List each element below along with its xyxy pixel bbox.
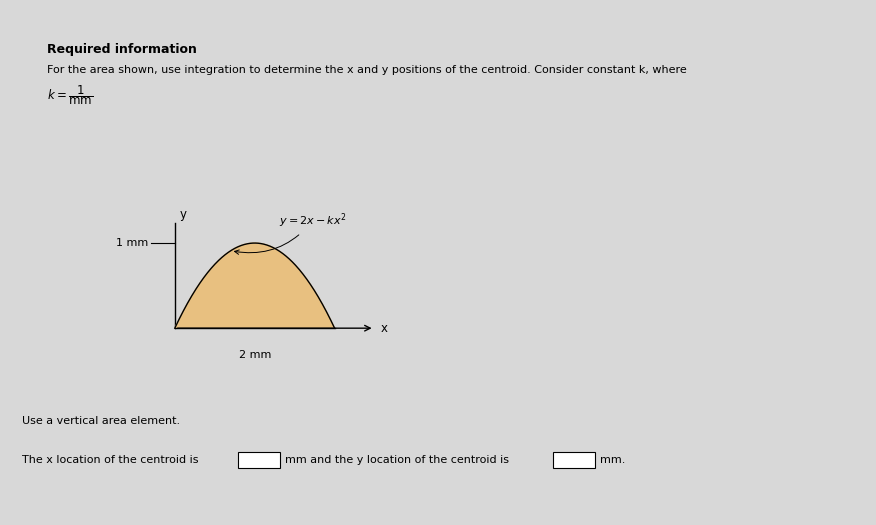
Text: y: y (180, 208, 187, 221)
Text: mm.: mm. (600, 455, 625, 465)
Bar (553, 452, 595, 468)
Text: 2 mm: 2 mm (238, 350, 271, 360)
Text: For the area shown, use integration to determine the x and y positions of the ce: For the area shown, use integration to d… (47, 65, 687, 75)
Text: Required information: Required information (47, 43, 197, 56)
Text: The x location of the centroid is: The x location of the centroid is (22, 455, 199, 465)
Text: mm and the y location of the centroid is: mm and the y location of the centroid is (285, 455, 509, 465)
Text: 1 mm: 1 mm (117, 238, 148, 248)
Text: Use a vertical area element.: Use a vertical area element. (22, 416, 180, 426)
Text: $k = \dfrac{1}{\mathrm{mm}}$: $k = \dfrac{1}{\mathrm{mm}}$ (47, 83, 93, 107)
Text: $y = 2x - kx^2$: $y = 2x - kx^2$ (235, 212, 346, 254)
Polygon shape (175, 243, 335, 328)
Bar (238, 452, 280, 468)
Text: x: x (380, 322, 387, 334)
